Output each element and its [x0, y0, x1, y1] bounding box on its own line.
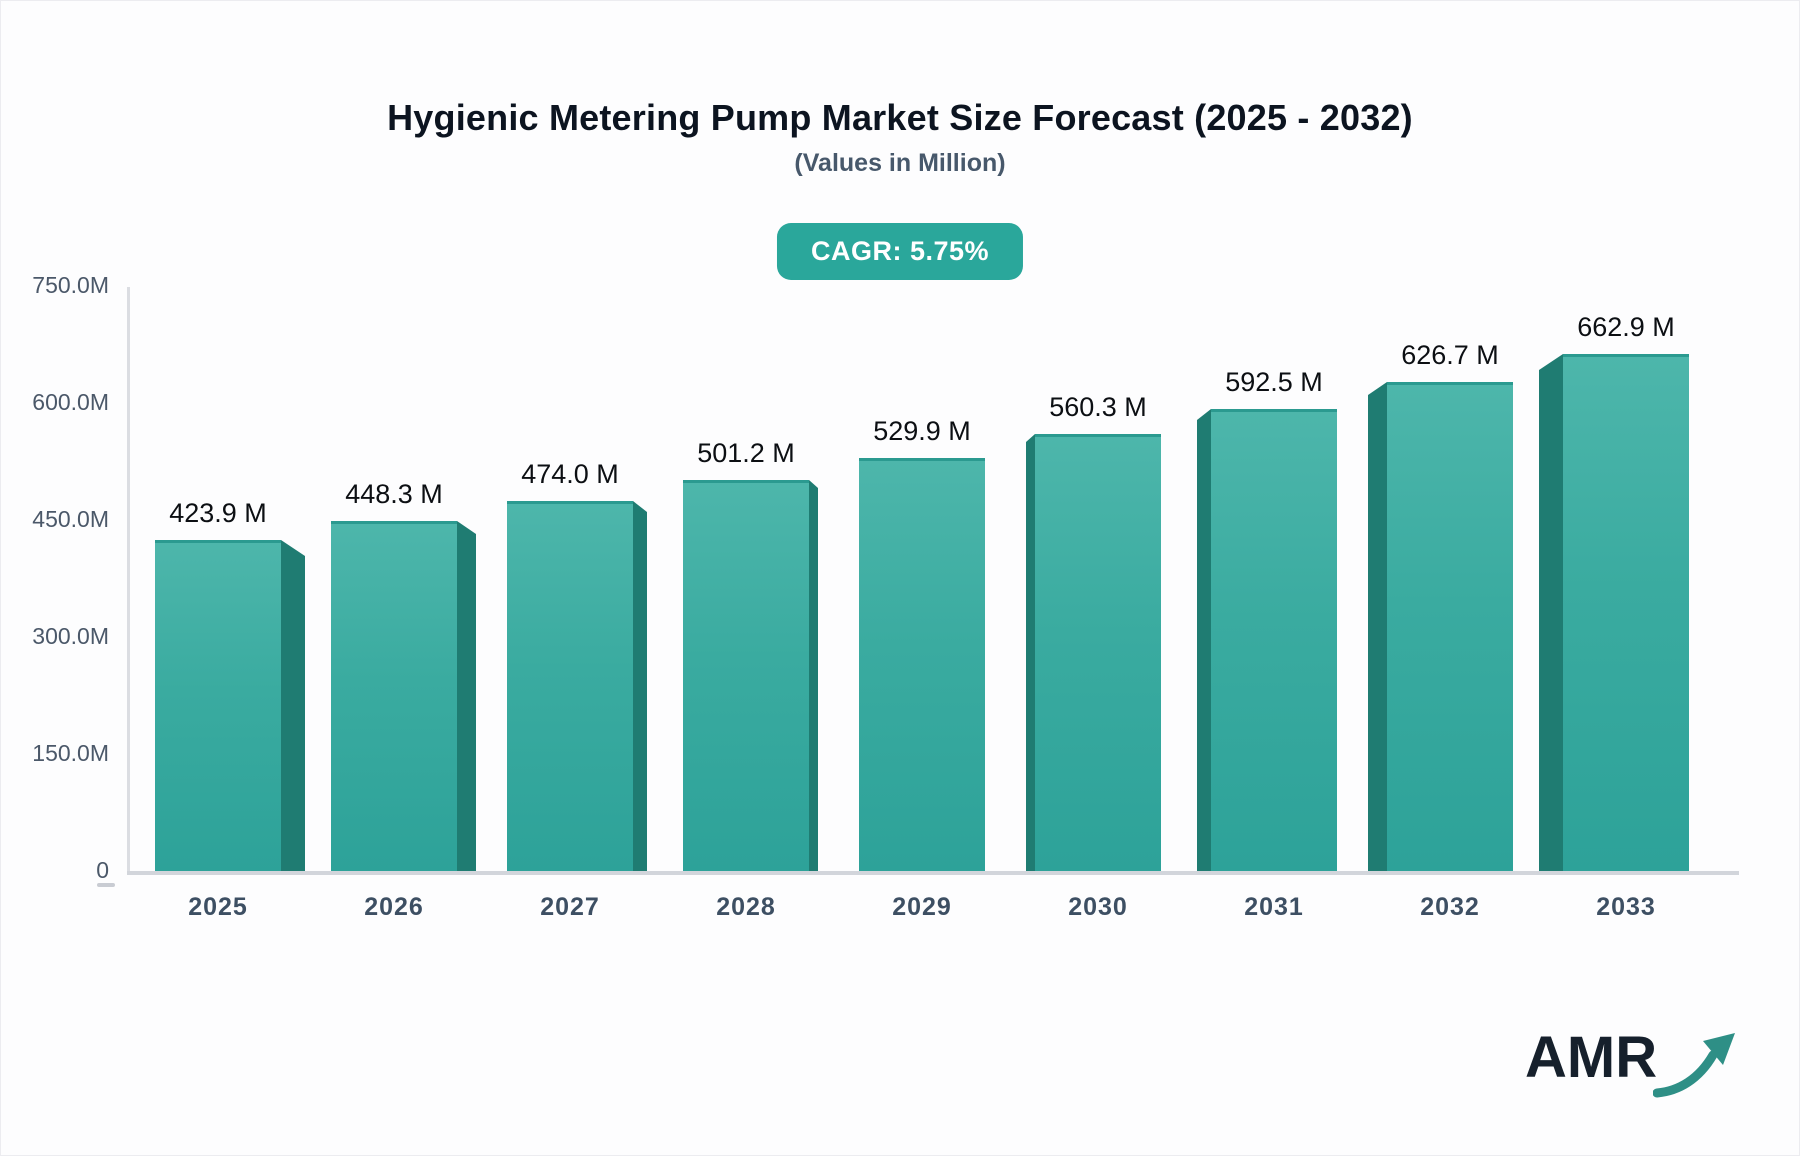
- y-axis-line: [127, 287, 130, 875]
- x-axis-year-label: 2032: [1420, 893, 1480, 921]
- x-axis-year-label: 2025: [188, 893, 248, 921]
- bar-value-label: 501.2 M: [697, 438, 795, 468]
- bar-3d-side: [1539, 354, 1563, 871]
- amr-logo-text: AMR: [1525, 1025, 1658, 1090]
- bar-2033[interactable]: [1563, 354, 1689, 871]
- x-axis-year-label: 2033: [1596, 893, 1656, 921]
- zero-tick-mark: [97, 883, 115, 887]
- bar-2026[interactable]: [331, 521, 457, 871]
- bar-2027[interactable]: [507, 501, 633, 871]
- bar-2031[interactable]: [1211, 409, 1337, 871]
- x-axis-year-label: 2031: [1244, 893, 1304, 921]
- bar-3d-side: [281, 540, 305, 871]
- bar-value-label: 560.3 M: [1049, 392, 1147, 422]
- chart-subtitle: (Values in Million): [794, 149, 1006, 177]
- cagr-badge: CAGR: 5.75%: [776, 223, 1024, 280]
- y-axis-tick-label: 750.0M: [32, 272, 109, 298]
- growth-arrow-icon: [1653, 1033, 1736, 1098]
- bar-3d-side: [809, 480, 818, 871]
- x-axis-year-label: 2028: [716, 893, 776, 921]
- bar-3d-side: [633, 501, 647, 871]
- y-axis-tick-label: 450.0M: [32, 506, 109, 532]
- x-axis-year-label: 2027: [540, 893, 600, 921]
- x-axis-line: [127, 871, 1739, 875]
- bar-value-label: 529.9 M: [873, 416, 971, 446]
- bar-value-label: 423.9 M: [169, 498, 267, 528]
- bar-2029[interactable]: [859, 458, 985, 871]
- bar-2032[interactable]: [1387, 382, 1513, 871]
- bar-value-label: 626.7 M: [1401, 340, 1499, 370]
- bar-value-label: 662.9 M: [1577, 312, 1675, 342]
- x-axis-year-label: 2030: [1068, 893, 1128, 921]
- y-axis-tick-label: 600.0M: [32, 389, 109, 415]
- y-axis-tick-label: 150.0M: [32, 740, 109, 766]
- bar-2025[interactable]: [155, 540, 281, 871]
- bar-3d-side: [457, 521, 476, 871]
- chart-title: Hygienic Metering Pump Market Size Forec…: [387, 97, 1413, 138]
- y-axis-tick-label: 0: [96, 857, 109, 883]
- bar-value-label: 448.3 M: [345, 479, 443, 509]
- bar-2028[interactable]: [683, 480, 809, 871]
- bar-3d-side: [1026, 434, 1035, 871]
- bar-3d-side: [1368, 382, 1387, 871]
- amr-logo: AMR: [1525, 1029, 1741, 1107]
- x-axis-year-label: 2029: [892, 893, 952, 921]
- bar-2030[interactable]: [1035, 434, 1161, 871]
- bar-value-label: 592.5 M: [1225, 367, 1323, 397]
- y-axis-tick-label: 300.0M: [32, 623, 109, 649]
- x-axis-year-label: 2026: [364, 893, 424, 921]
- bar-value-label: 474.0 M: [521, 459, 619, 489]
- bar-3d-side: [1197, 409, 1211, 871]
